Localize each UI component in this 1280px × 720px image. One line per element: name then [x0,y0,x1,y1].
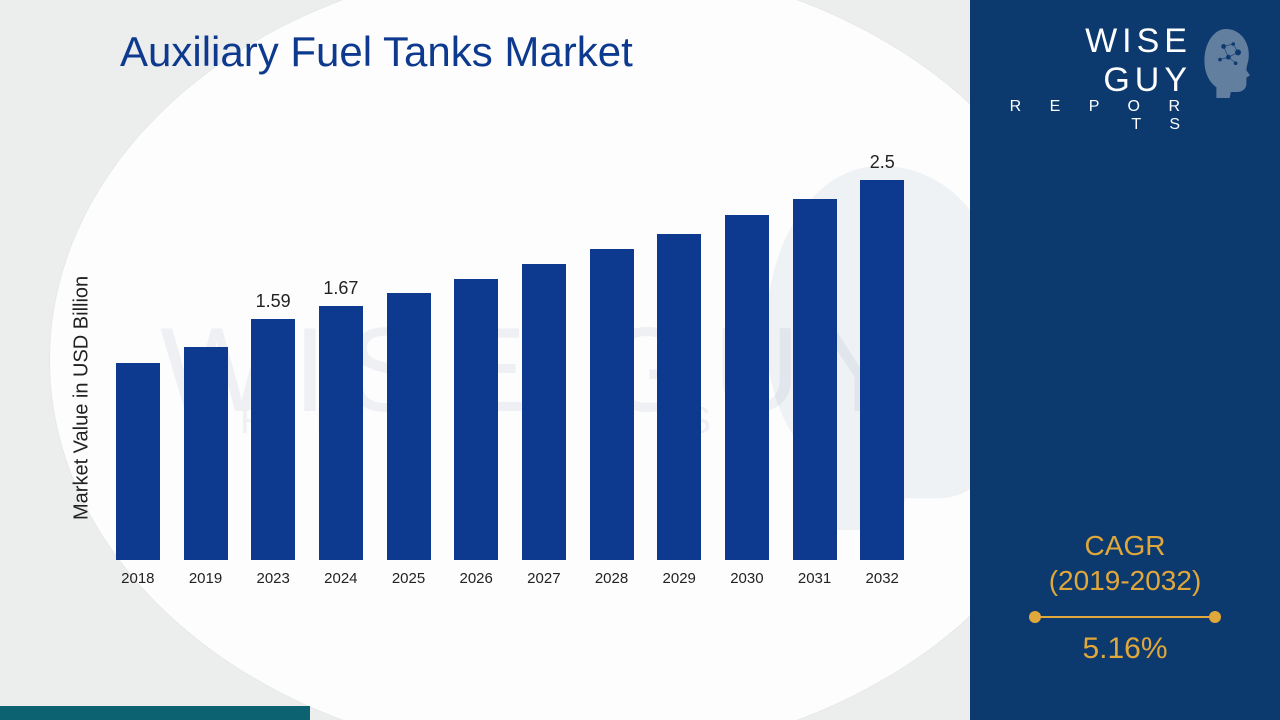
bar-value-label: 1.67 [323,278,358,300]
bar-value-label: 1.59 [256,291,291,313]
bar-rect [522,264,566,560]
bar-rect [590,249,634,560]
x-label-2024: 2024 [307,564,375,590]
x-label-2032: 2032 [848,564,916,590]
cagr-value: 5.16% [1012,632,1238,666]
bar-rect [657,234,701,560]
bar-rect [454,279,498,560]
cagr-separator [1035,616,1215,618]
bar-2027 [510,150,578,560]
bar-2029 [645,150,713,560]
bar-2032: 2.5 [848,150,916,560]
bar-2028 [578,150,646,560]
bar-rect [251,319,295,560]
brand-logo: WISE GUY R E P O R T S [990,22,1250,112]
bar-rect [725,215,769,560]
cagr-title-line1: CAGR [1085,530,1166,561]
bar-2024: 1.67 [307,150,375,560]
bar-rect [860,180,904,560]
x-label-2028: 2028 [578,564,646,590]
brand-name-line1: WISE GUY [990,22,1192,100]
x-label-2031: 2031 [781,564,849,590]
x-label-2019: 2019 [172,564,240,590]
bar-rect [116,363,160,560]
cagr-title-line2: (2019-2032) [1049,565,1202,596]
bar-2025 [375,150,443,560]
bar-rect [387,293,431,560]
bar-2031 [781,150,849,560]
x-axis-labels: 2018201920232024202520262027202820292030… [100,564,920,590]
cagr-block: CAGR (2019-2032) 5.16% [1012,528,1238,666]
x-label-2026: 2026 [442,564,510,590]
bar-rect [793,199,837,560]
bar-rect [319,306,363,560]
bar-2026 [442,150,510,560]
chart-title: Auxiliary Fuel Tanks Market [120,28,633,76]
cagr-title: CAGR (2019-2032) [1012,528,1238,598]
bar-chart: Market Value in USD Billion 1.591.672.5 … [60,150,920,590]
bottom-accent-bar [0,706,310,720]
bars-container: 1.59 1.67 2.5 [100,150,920,560]
bar-2030 [713,150,781,560]
bar-value-label: 2.5 [870,152,895,174]
x-label-2025: 2025 [375,564,443,590]
x-label-2023: 2023 [239,564,307,590]
x-label-2029: 2029 [645,564,713,590]
x-label-2027: 2027 [510,564,578,590]
bar-2019 [172,150,240,560]
bar-rect [184,347,228,560]
page: WISE GUY REPORTS Auxiliary Fuel Tanks Ma… [0,0,1280,720]
bar-2023: 1.59 [239,150,307,560]
x-label-2030: 2030 [713,564,781,590]
x-label-2018: 2018 [104,564,172,590]
plot-area: 1.59 1.67 2.5 [100,150,920,560]
y-axis-label: Market Value in USD Billion [71,276,94,520]
bar-2018 [104,150,172,560]
brand-name-line2: R E P O R T S [990,98,1192,134]
